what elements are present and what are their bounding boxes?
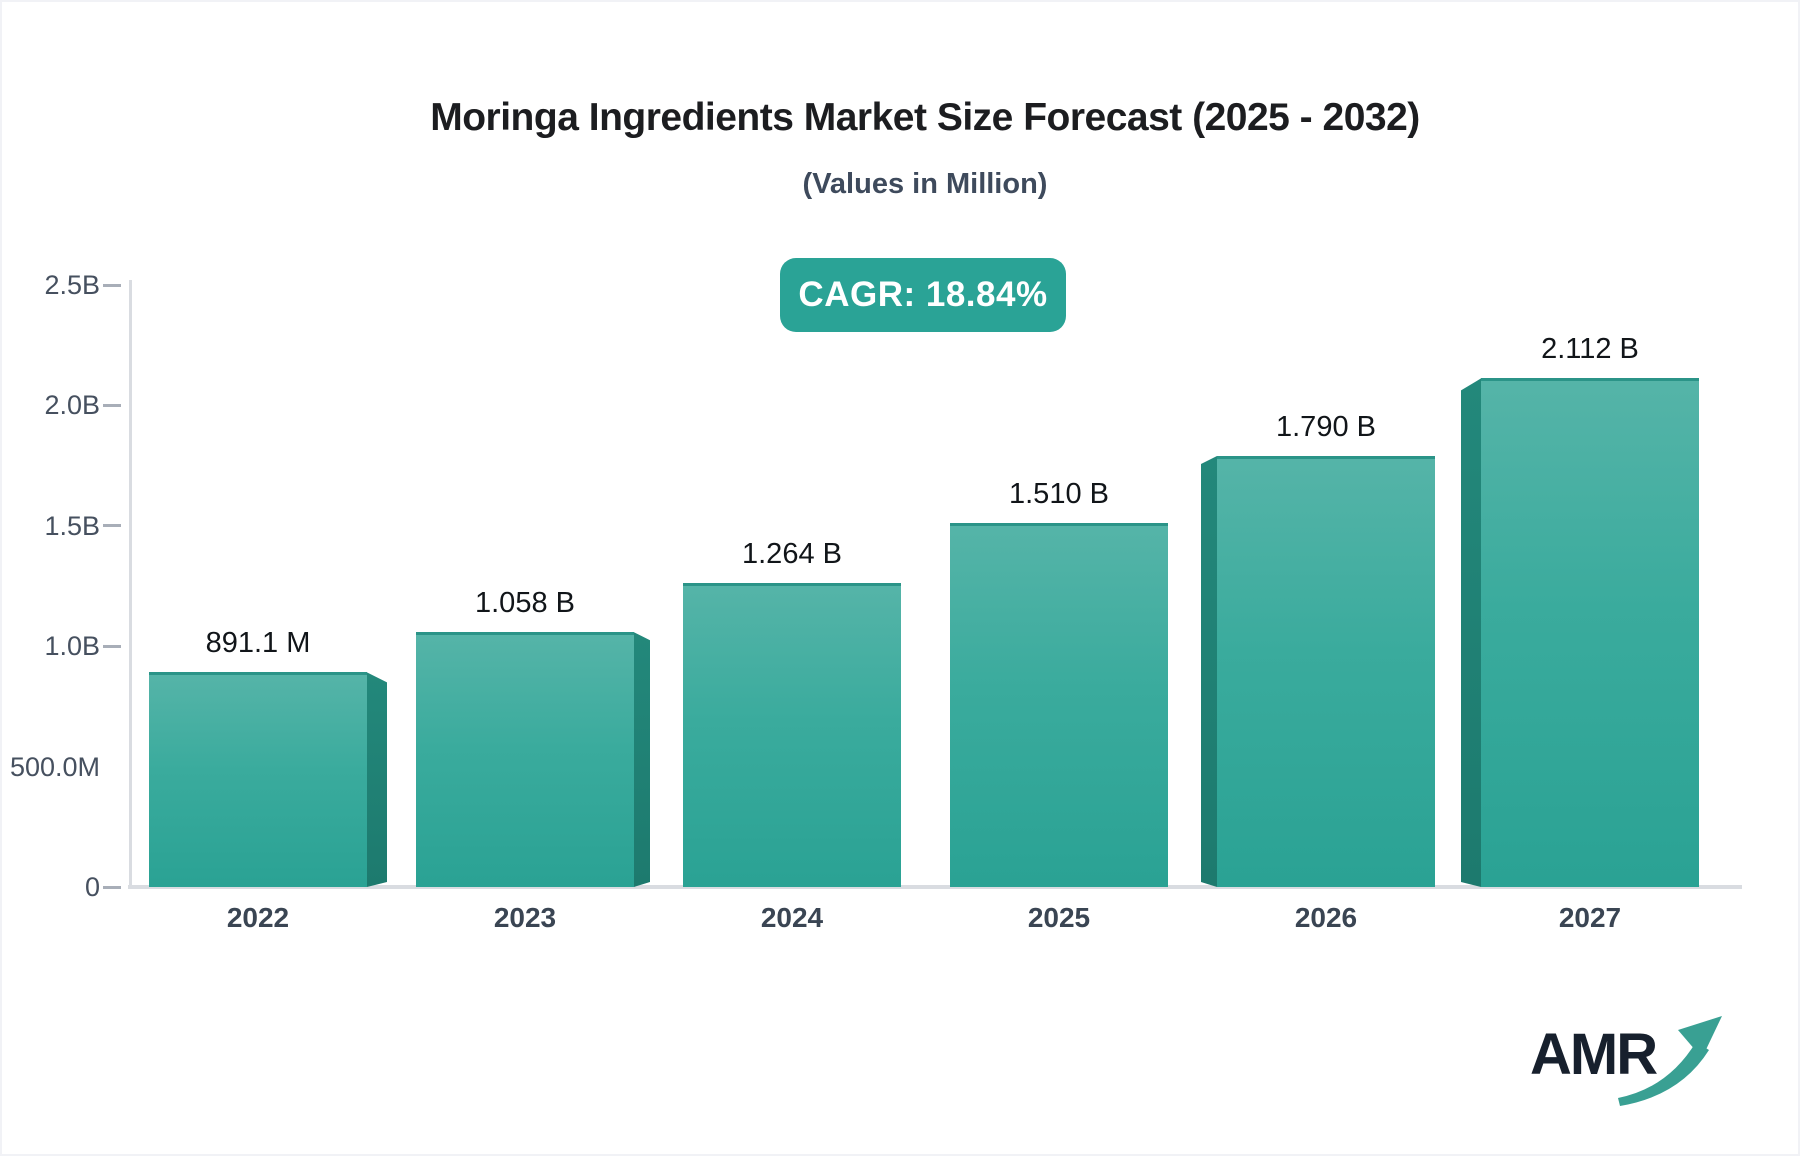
- y-tick-dash: [103, 644, 121, 648]
- x-axis-label-2023: 2023: [493, 902, 557, 933]
- bar-value-label: 2.112 B: [1541, 333, 1639, 366]
- bar-value-label: 891.1 M: [205, 627, 311, 660]
- bar-value-label: 1.790 B: [1276, 410, 1376, 443]
- bar-value-label: 1.264 B: [742, 537, 842, 570]
- cagr-badge: CAGR: 18.84%: [780, 258, 1066, 332]
- x-axis-label-2027: 2027: [1558, 902, 1622, 933]
- bar-value-label: 1.058 B: [475, 587, 575, 620]
- y-tick-dash: [103, 283, 121, 287]
- bar-value-label: 1.510 B: [1009, 478, 1109, 511]
- x-axis-label-2026: 2026: [1294, 902, 1358, 933]
- bar-2022: [149, 672, 367, 887]
- y-tick-dash: [103, 524, 121, 528]
- amr-logo: AMR: [1520, 1008, 1730, 1118]
- y-tick-label: 2.5B: [44, 270, 100, 300]
- bar-2024: [683, 582, 901, 887]
- bar-side-2022: [367, 672, 387, 887]
- y-tick-label: 500.0M: [9, 751, 100, 782]
- amr-logo-text: AMR: [1530, 1022, 1658, 1087]
- y-tick-dash: [103, 403, 121, 407]
- bar-2026: [1217, 455, 1435, 887]
- chart-subtitle: (Values in Million): [802, 168, 1048, 200]
- x-axis-label-2024: 2024: [760, 902, 824, 933]
- bar-side-2027: [1461, 378, 1481, 887]
- x-axis-line: [128, 885, 1742, 889]
- y-tick-label: 1.0B: [44, 631, 100, 662]
- y-tick-label: 2.0B: [44, 390, 100, 421]
- chart-title: Moringa Ingredients Market Size Forecast…: [430, 96, 1420, 139]
- bar-2025: [950, 523, 1168, 887]
- growth-arrow-icon: [1618, 1016, 1722, 1106]
- cagr-badge-label: CAGR: 18.84%: [798, 275, 1048, 314]
- bar-2023: [416, 632, 634, 887]
- y-axis-line: [129, 280, 132, 889]
- y-tick-label: 1.5B: [44, 510, 100, 541]
- x-axis-label-2022: 2022: [226, 902, 290, 933]
- bar-side-2023: [634, 632, 650, 887]
- x-axis-label-2025: 2025: [1027, 902, 1091, 933]
- bar-2027: [1481, 378, 1699, 887]
- bar-side-2026: [1201, 456, 1217, 887]
- y-tick-dash: [103, 885, 121, 889]
- y-tick-label: 0: [84, 872, 100, 902]
